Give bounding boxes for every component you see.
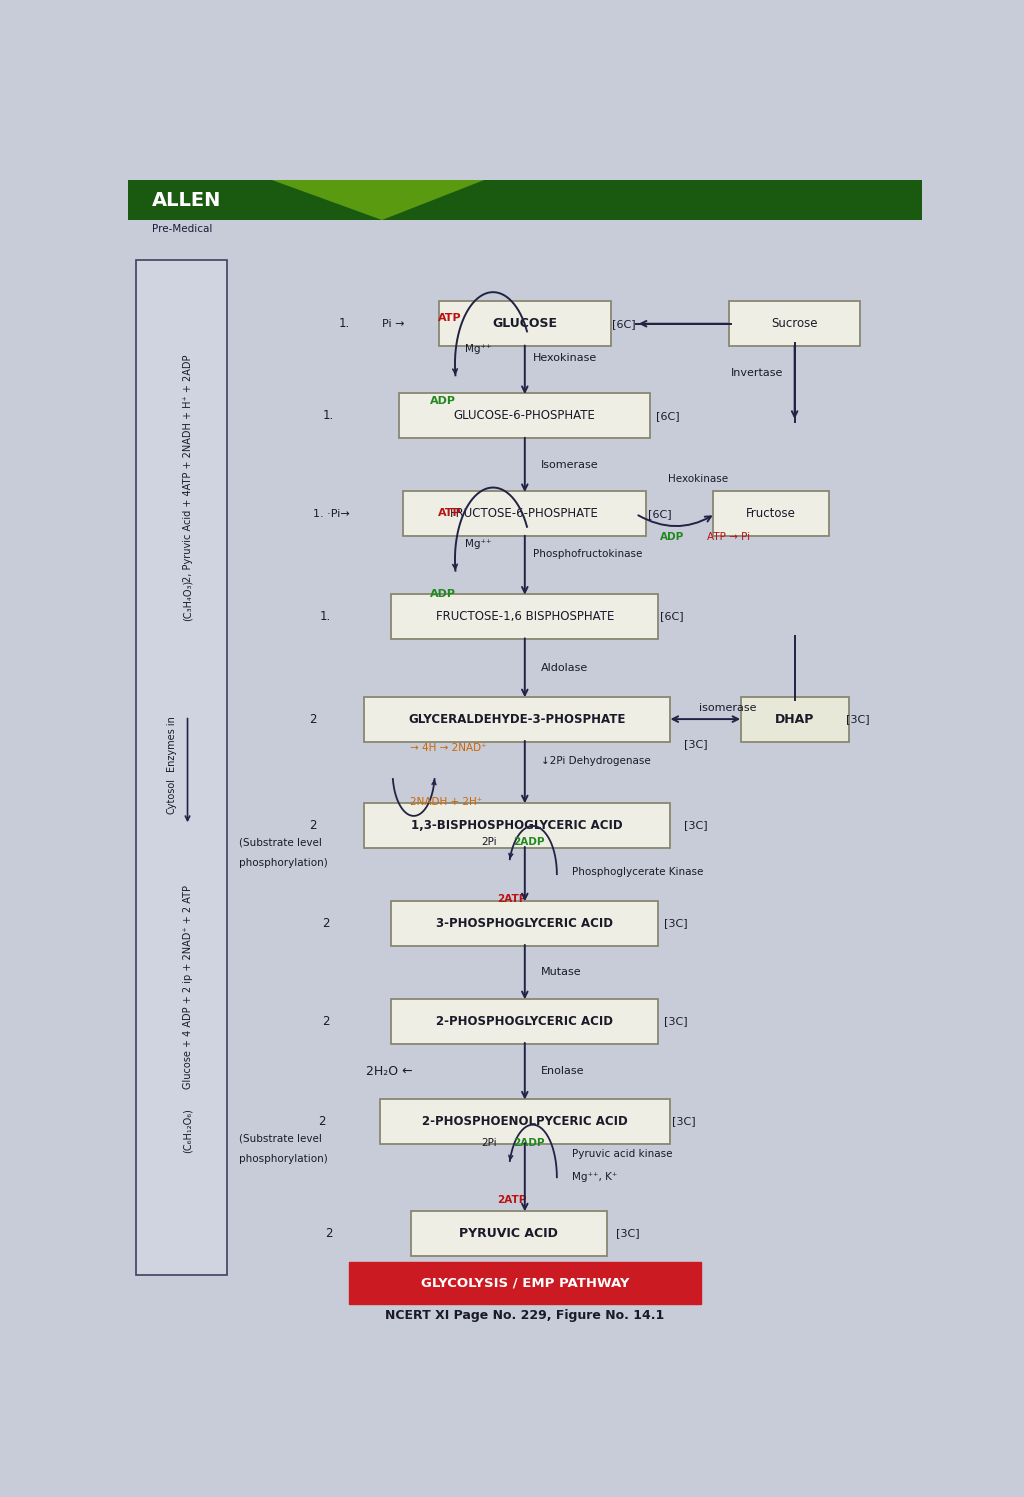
FancyBboxPatch shape [713,491,828,536]
Text: 2NADH + 2H⁺: 2NADH + 2H⁺ [410,796,482,807]
Text: ADP: ADP [659,531,684,542]
Text: 1.: 1. [321,609,332,623]
Text: 3-PHOSPHOGLYCERIC ACID: 3-PHOSPHOGLYCERIC ACID [436,916,613,930]
Text: phosphorylation): phosphorylation) [240,1154,328,1165]
Text: ATP → Pi: ATP → Pi [708,531,751,542]
FancyBboxPatch shape [439,301,610,346]
Text: 2Pi: 2Pi [481,837,497,847]
Text: Glucose + 4 ADP + 2 ip + 2NAD⁺ + 2 ATP: Glucose + 4 ADP + 2 ip + 2NAD⁺ + 2 ATP [182,885,193,1088]
Text: DHAP: DHAP [775,713,814,726]
Text: 2: 2 [323,916,330,930]
Text: phosphorylation): phosphorylation) [240,858,328,868]
Text: Invertase: Invertase [731,368,783,377]
Text: ADP: ADP [430,395,456,406]
Text: GLUCOSE: GLUCOSE [493,317,557,331]
Text: PYRUVIC ACID: PYRUVIC ACID [460,1226,558,1240]
FancyBboxPatch shape [380,1099,670,1144]
Text: Pyruvic acid kinase: Pyruvic acid kinase [572,1150,673,1159]
Text: Hexokinase: Hexokinase [532,353,597,364]
Text: FRUCTOSE-6-PHOSPHATE: FRUCTOSE-6-PHOSPHATE [451,507,599,521]
Text: [6C]: [6C] [612,319,636,329]
Text: 2ADP: 2ADP [513,1138,545,1148]
FancyBboxPatch shape [391,998,658,1043]
Text: (Substrate level: (Substrate level [240,1133,322,1144]
Text: → 4H → 2NAD⁺: → 4H → 2NAD⁺ [410,743,486,753]
Text: GLYCOLYSIS / EMP PATHWAY: GLYCOLYSIS / EMP PATHWAY [421,1277,629,1289]
FancyBboxPatch shape [729,301,860,346]
Text: 2: 2 [318,1115,326,1127]
Text: ATP: ATP [437,313,461,323]
Text: isomerase: isomerase [699,702,757,713]
Text: 1. ·Pi→: 1. ·Pi→ [313,509,349,519]
Text: Phosphofructokinase: Phosphofructokinase [532,549,642,558]
Text: ADP: ADP [430,588,456,599]
FancyBboxPatch shape [128,180,922,220]
FancyBboxPatch shape [364,696,670,741]
Text: Mg⁺⁺: Mg⁺⁺ [465,539,492,549]
FancyBboxPatch shape [412,1211,606,1256]
Text: Aldolase: Aldolase [541,663,588,672]
FancyBboxPatch shape [364,802,670,847]
Text: 2-PHOSPHOGLYCERIC ACID: 2-PHOSPHOGLYCERIC ACID [436,1015,613,1027]
Text: [3C]: [3C] [664,918,687,928]
Text: [3C]: [3C] [846,714,869,725]
Text: Cytosol: Cytosol [167,778,177,814]
Text: 2, Pyruvic Acid + 4ATP + 2NADH + H⁺ + 2ADP: 2, Pyruvic Acid + 4ATP + 2NADH + H⁺ + 2A… [182,355,193,581]
Text: ↓2Pi Dehydrogenase: ↓2Pi Dehydrogenase [541,756,650,765]
Text: 2ATP: 2ATP [497,895,526,904]
Text: [3C]: [3C] [616,1228,640,1238]
Text: 2: 2 [325,1226,333,1240]
Text: ALLEN: ALLEN [152,192,221,210]
Text: [3C]: [3C] [664,1016,687,1025]
Text: Enzymes in: Enzymes in [167,717,177,772]
Text: [6C]: [6C] [648,509,672,519]
FancyBboxPatch shape [136,260,227,1275]
Text: Hexokinase: Hexokinase [668,475,728,485]
Text: Pre-Medical: Pre-Medical [152,225,212,234]
Text: GLYCERALDEHYDE-3-PHOSPHATE: GLYCERALDEHYDE-3-PHOSPHATE [409,713,626,726]
Text: [3C]: [3C] [672,1117,695,1126]
Text: Phosphoglycerate Kinase: Phosphoglycerate Kinase [572,867,703,877]
Text: Fructose: Fructose [745,507,796,521]
Text: GLUCOSE-6-PHOSPHATE: GLUCOSE-6-PHOSPHATE [454,410,596,422]
Text: 2ATP: 2ATP [497,1195,526,1205]
FancyBboxPatch shape [403,491,646,536]
Text: Sucrose: Sucrose [771,317,818,331]
Text: 2: 2 [323,1015,330,1027]
Text: 1.: 1. [323,410,334,422]
Text: 1.: 1. [338,317,349,331]
Text: 2Pi: 2Pi [481,1138,497,1148]
Text: 2ADP: 2ADP [513,837,545,847]
Text: (Substrate level: (Substrate level [240,837,322,847]
FancyBboxPatch shape [391,901,658,946]
Text: Mg⁺⁺, K⁺: Mg⁺⁺, K⁺ [572,1172,617,1183]
Text: 1,3-BISPHOSPHOGLYCERIC ACID: 1,3-BISPHOSPHOGLYCERIC ACID [411,819,623,832]
Text: 2: 2 [309,713,316,726]
Text: 2H₂O ←: 2H₂O ← [367,1064,413,1078]
Text: 2: 2 [309,819,316,832]
Text: Mutase: Mutase [541,967,582,978]
Text: [3C]: [3C] [684,740,708,750]
Polygon shape [270,180,485,220]
Text: Mg⁺⁺: Mg⁺⁺ [465,344,492,355]
Text: (C₆H₁₂O₆): (C₆H₁₂O₆) [182,1108,193,1153]
Text: (C₃H₄O₃): (C₃H₄O₃) [182,579,193,621]
Text: 2-PHOSPHOENOLPYCERIC ACID: 2-PHOSPHOENOLPYCERIC ACID [422,1115,628,1127]
FancyBboxPatch shape [740,696,849,741]
Text: NCERT XI Page No. 229, Figure No. 14.1: NCERT XI Page No. 229, Figure No. 14.1 [385,1308,665,1322]
Text: FRUCTOSE-1,6 BISPHOSPHATE: FRUCTOSE-1,6 BISPHOSPHATE [435,609,614,623]
Text: Pi →: Pi → [382,319,404,329]
FancyBboxPatch shape [399,394,650,439]
FancyBboxPatch shape [348,1262,701,1304]
Text: Enolase: Enolase [541,1066,584,1076]
Text: [3C]: [3C] [684,820,708,831]
FancyBboxPatch shape [391,594,658,639]
Text: [6C]: [6C] [655,412,679,421]
Text: Isomerase: Isomerase [541,460,598,470]
Text: [6C]: [6C] [659,611,683,621]
Text: ATP: ATP [437,509,461,518]
